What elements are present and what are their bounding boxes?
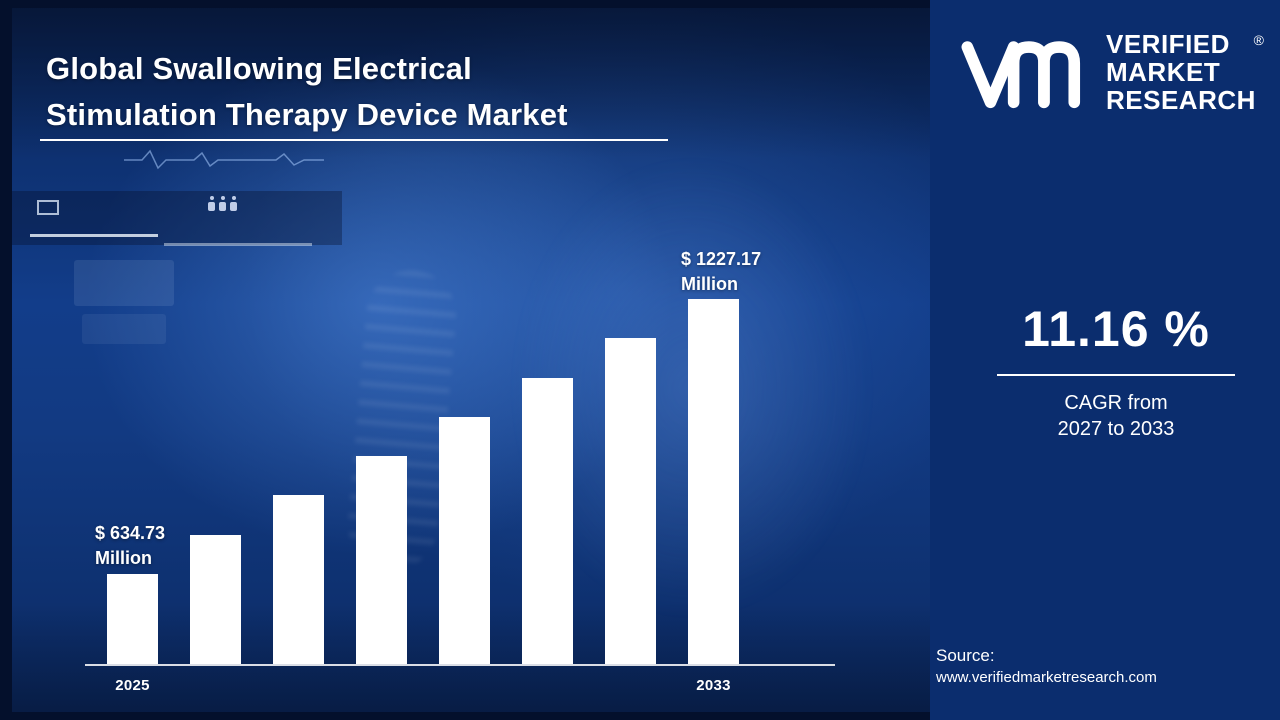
person-icon bbox=[230, 196, 237, 211]
bar bbox=[522, 378, 573, 664]
brand-name-line2: MARKET bbox=[1106, 57, 1221, 87]
data-label-last-unit: Million bbox=[681, 274, 738, 294]
x-axis-line bbox=[85, 664, 835, 666]
people-icon bbox=[208, 196, 237, 211]
brand-name-line3: RESEARCH bbox=[1106, 85, 1256, 115]
registered-mark: ® bbox=[1253, 32, 1264, 48]
cagr-caption: CAGR from 2027 to 2033 bbox=[997, 390, 1235, 442]
source-label: Source: bbox=[936, 646, 995, 665]
x-axis-label-last: 2033 bbox=[696, 677, 731, 694]
bar-chart bbox=[107, 299, 739, 664]
page-title: Global Swallowing Electrical Stimulation… bbox=[46, 46, 568, 138]
person-icon bbox=[219, 196, 226, 211]
monitor-icon bbox=[37, 200, 59, 215]
person-icon bbox=[208, 196, 215, 211]
page-title-line1: Global Swallowing Electrical bbox=[46, 51, 472, 86]
bar bbox=[439, 417, 490, 664]
data-label-first-bar: $ 634.73 Million bbox=[95, 521, 165, 571]
bar bbox=[356, 456, 407, 664]
right-panel: VERIFIED MARKET RESEARCH ® 11.16 % CAGR … bbox=[930, 0, 1280, 720]
source-url[interactable]: www.verifiedmarketresearch.com bbox=[936, 669, 1157, 686]
photo-decoration-line bbox=[164, 243, 312, 246]
bar bbox=[107, 574, 158, 664]
vmr-logo-icon bbox=[961, 41, 1081, 109]
page-title-line2: Stimulation Therapy Device Market bbox=[46, 97, 568, 132]
title-underline bbox=[40, 139, 668, 141]
photo-decoration-shelf bbox=[74, 260, 174, 306]
cagr-underline bbox=[997, 374, 1235, 376]
cagr-value: 11.16 % bbox=[1022, 301, 1210, 357]
cagr-caption-line2: 2027 to 2033 bbox=[1057, 418, 1175, 440]
bar bbox=[688, 299, 739, 664]
source-block: Source: www.verifiedmarketresearch.com bbox=[936, 644, 1157, 688]
brand: VERIFIED MARKET RESEARCH ® bbox=[944, 30, 1266, 114]
brand-name: VERIFIED MARKET RESEARCH bbox=[1106, 30, 1256, 114]
bar bbox=[190, 535, 241, 664]
x-axis-label-first: 2025 bbox=[115, 677, 150, 694]
bar bbox=[605, 338, 656, 664]
data-label-first-unit: Million bbox=[95, 548, 152, 568]
ecg-waveform-icon bbox=[124, 149, 324, 170]
cagr-caption-line1: CAGR from bbox=[1064, 392, 1168, 414]
data-label-first-amount: $ 634.73 bbox=[95, 523, 166, 543]
brand-name-line1: VERIFIED bbox=[1106, 29, 1230, 59]
photo-decoration-line bbox=[30, 234, 158, 237]
photo-decoration-shelf bbox=[82, 314, 166, 344]
bar bbox=[273, 495, 324, 664]
data-label-last-amount: $ 1227.17 bbox=[681, 249, 762, 269]
data-label-last-bar: $ 1227.17 Million bbox=[681, 247, 761, 297]
